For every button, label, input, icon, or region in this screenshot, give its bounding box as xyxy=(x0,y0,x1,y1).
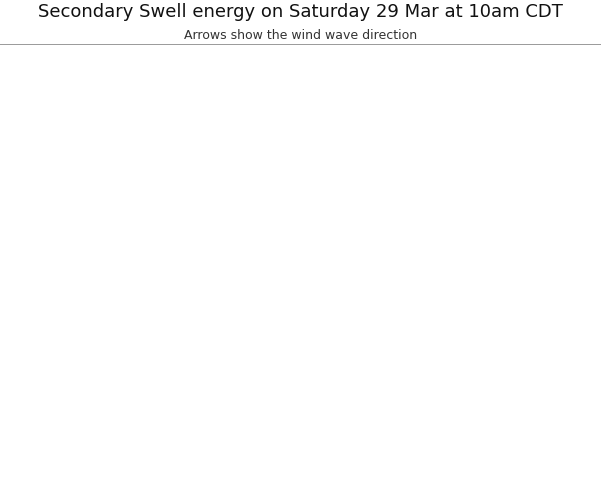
Text: Secondary Swell energy on Saturday 29 Mar at 10am CDT: Secondary Swell energy on Saturday 29 Ma… xyxy=(38,3,563,21)
Text: Arrows show the wind wave direction: Arrows show the wind wave direction xyxy=(184,28,417,41)
Text: Cartopy not available: Cartopy not available xyxy=(212,258,389,275)
